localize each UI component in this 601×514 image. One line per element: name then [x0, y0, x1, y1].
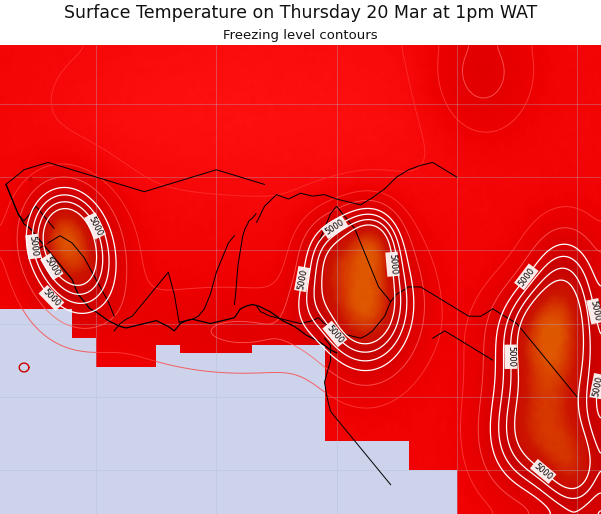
Text: Freezing level contours: Freezing level contours [223, 29, 378, 42]
Text: 5000: 5000 [296, 268, 308, 290]
Text: 5000: 5000 [532, 461, 554, 482]
Text: 5000: 5000 [516, 266, 536, 288]
Text: 5000: 5000 [27, 235, 39, 258]
Text: 5000: 5000 [591, 375, 601, 397]
Text: 5000: 5000 [588, 300, 601, 322]
Text: 5000: 5000 [323, 217, 346, 237]
Text: 5000: 5000 [387, 253, 398, 275]
Text: Surface Temperature on Thursday 20 Mar at 1pm WAT: Surface Temperature on Thursday 20 Mar a… [64, 4, 537, 22]
Text: 5000: 5000 [506, 346, 515, 368]
Text: 5000: 5000 [41, 287, 62, 308]
Text: 5000: 5000 [325, 323, 345, 345]
Text: 5000: 5000 [43, 255, 61, 278]
Text: 5000: 5000 [87, 214, 104, 237]
